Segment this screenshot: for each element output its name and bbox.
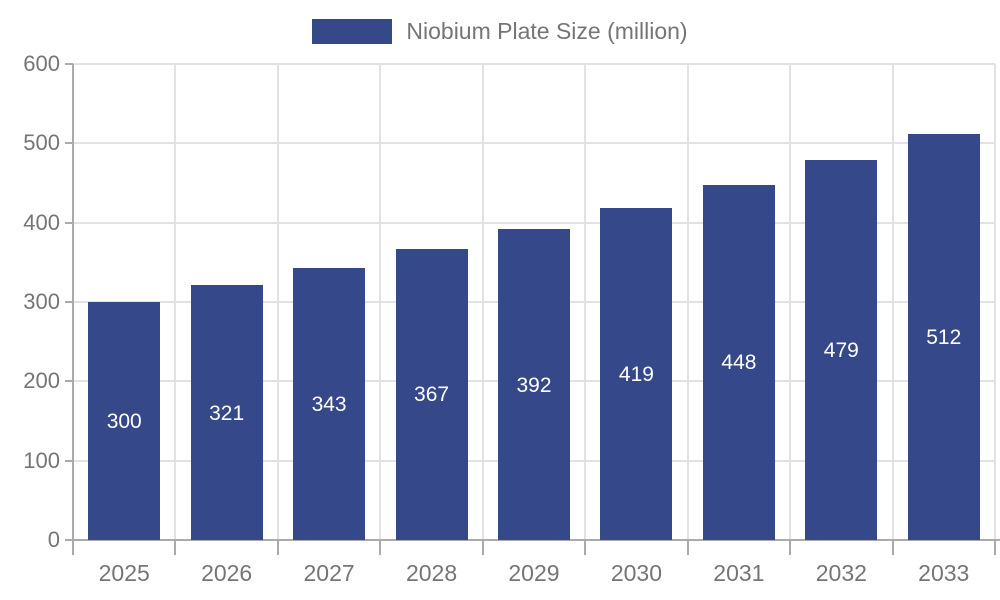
x-axis-tick (994, 540, 996, 555)
x-gridline (379, 64, 382, 540)
x-axis-tick (276, 540, 279, 555)
x-gridline (174, 64, 177, 540)
y-axis-tick (65, 63, 73, 65)
y-axis-tick (65, 380, 73, 383)
x-axis-tick-label: 2025 (98, 560, 150, 586)
x-axis-line (65, 539, 1000, 541)
bar-2032 (805, 159, 878, 540)
bar-2029 (498, 229, 570, 540)
bar-2026 (190, 285, 263, 540)
bar-value-label: 321 (209, 401, 245, 425)
bar-value-label: 512 (926, 325, 962, 349)
bar-value-label: 479 (823, 338, 859, 362)
y-axis-tick-label: 200 (23, 368, 60, 394)
y-gridline (73, 142, 995, 145)
x-gridline (686, 64, 689, 540)
bar-2030 (600, 207, 673, 540)
bar-2031 (702, 184, 775, 540)
y-gridline (73, 63, 995, 65)
bar-2027 (293, 267, 366, 540)
bar-value-label: 448 (721, 351, 757, 375)
y-axis-tick (65, 459, 73, 462)
x-axis-tick (686, 540, 689, 555)
x-gridline (276, 64, 279, 540)
y-axis-tick-label: 400 (23, 209, 60, 235)
x-axis-tick (891, 540, 894, 555)
bar-value-label: 419 (618, 362, 654, 386)
x-axis-tick (379, 540, 382, 555)
x-axis-tick (789, 540, 792, 555)
x-axis-tick-label: 2029 (508, 560, 560, 586)
y-axis-tick (65, 221, 73, 224)
x-axis-tick (174, 540, 177, 555)
x-axis-tick (481, 540, 484, 555)
x-axis-tick-label: 2031 (713, 560, 765, 586)
bar-value-label: 392 (516, 373, 552, 397)
bar-2033 (907, 133, 980, 540)
x-axis-tick-label: 2026 (201, 560, 253, 586)
y-axis-tick-label: 500 (23, 130, 60, 156)
x-gridline (891, 64, 894, 540)
x-axis-tick-label: 2030 (610, 560, 663, 586)
legend[interactable]: Niobium Plate Size (million) (0, 18, 1000, 45)
x-gridline (481, 64, 484, 540)
y-gridline (73, 221, 995, 224)
y-axis-line (72, 64, 74, 540)
legend-swatch (312, 19, 393, 44)
bar-value-label: 343 (311, 392, 347, 416)
x-gridline (584, 64, 587, 540)
x-axis-tick-label: 2033 (918, 560, 970, 586)
bar-value-label: 300 (106, 410, 142, 433)
x-axis-tick-label: 2028 (405, 560, 458, 586)
x-gridline (994, 64, 996, 540)
bar-2028 (395, 248, 468, 540)
legend-label: Niobium Plate Size (million) (406, 18, 688, 44)
x-axis-tick-label: 2032 (815, 560, 867, 586)
x-axis-tick-label: 2027 (303, 560, 355, 586)
y-axis-tick-label: 600 (23, 51, 60, 76)
y-axis-tick-label: 300 (23, 289, 60, 314)
y-axis-tick-label: 100 (23, 447, 60, 473)
x-axis-tick (584, 540, 587, 555)
bar-2025 (88, 302, 161, 540)
x-axis-tick (72, 540, 74, 555)
x-gridline (789, 64, 792, 540)
y-axis-tick (65, 142, 73, 145)
y-axis-tick-label: 0 (47, 527, 60, 552)
y-axis-tick (65, 301, 73, 303)
bar-value-label: 367 (414, 383, 450, 407)
